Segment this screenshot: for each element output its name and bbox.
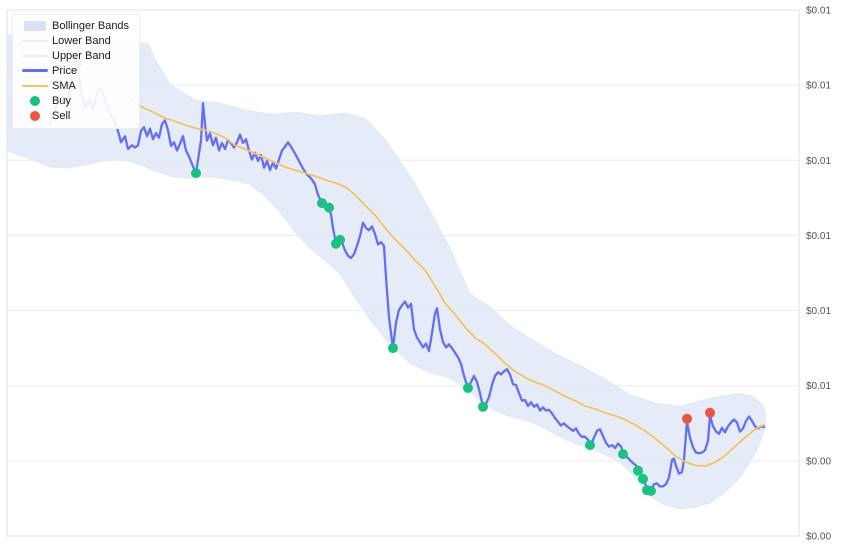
legend-item-label: Lower Band (52, 34, 111, 47)
y-tick-label: $0.01 (806, 231, 831, 242)
swatch-shape (22, 54, 48, 57)
lower-band-line (6, 150, 767, 510)
swatch-shape (30, 95, 40, 106)
sma-swatch-icon (18, 84, 52, 87)
buy-marker (585, 440, 595, 451)
buy-marker (633, 465, 643, 476)
buy-marker (324, 202, 334, 213)
swatch-shape (30, 110, 40, 121)
legend-item-sell[interactable]: Sell (18, 108, 129, 123)
legend-item-upper-band[interactable]: Upper Band (18, 48, 129, 63)
buy-marker (191, 168, 201, 179)
swatch-shape (22, 69, 48, 72)
legend-item-label: SMA (52, 79, 76, 92)
plot-border (6, 9, 800, 537)
chart-legend: Bollinger Bands Lower Band Upper Band Price… (12, 14, 141, 129)
buy-marker (463, 383, 473, 393)
y-tick-label: $0.00 (806, 532, 831, 543)
y-tick-label: $0.01 (806, 156, 831, 167)
swatch-shape (22, 84, 48, 87)
y-tick-label: $0.01 (806, 81, 831, 92)
legend-item-lower-band[interactable]: Lower Band (18, 33, 129, 48)
buy-marker (638, 473, 648, 484)
buy-marker (388, 343, 398, 354)
upper-band-line (6, 33, 767, 414)
legend-item-label: Bollinger Bands (52, 19, 130, 32)
bollinger-bands-swatch-icon (18, 20, 52, 31)
swatch-shape (22, 39, 48, 42)
buy-marker (478, 401, 488, 412)
y-tick-label: $0.01 (806, 381, 831, 392)
swatch-shape (24, 20, 46, 31)
buy-swatch-icon (18, 95, 52, 106)
upper-band-swatch-icon (18, 54, 52, 57)
buy-marker (646, 485, 656, 496)
legend-item-sma[interactable]: SMA (18, 78, 129, 93)
y-tick-label: $0.00 (806, 456, 831, 467)
sell-marker (682, 413, 692, 424)
legend-item-buy[interactable]: Buy (18, 93, 129, 108)
legend-item-label: Buy (52, 94, 71, 107)
buy-marker (335, 234, 345, 245)
legend-item-bollinger-bands[interactable]: Bollinger Bands (18, 18, 129, 33)
legend-item-price[interactable]: Price (18, 63, 129, 78)
sell-marker (705, 407, 715, 418)
legend-item-label: Upper Band (52, 49, 111, 62)
sma-line (124, 93, 765, 467)
legend-item-label: Sell (52, 109, 71, 122)
y-tick-label: $0.01 (806, 6, 831, 17)
y-tick-label: $0.01 (806, 306, 831, 317)
lower-band-swatch-icon (18, 39, 52, 42)
price-swatch-icon (18, 69, 52, 72)
sell-swatch-icon (18, 110, 52, 121)
buy-marker (618, 449, 628, 460)
legend-item-label: Price (52, 64, 78, 77)
